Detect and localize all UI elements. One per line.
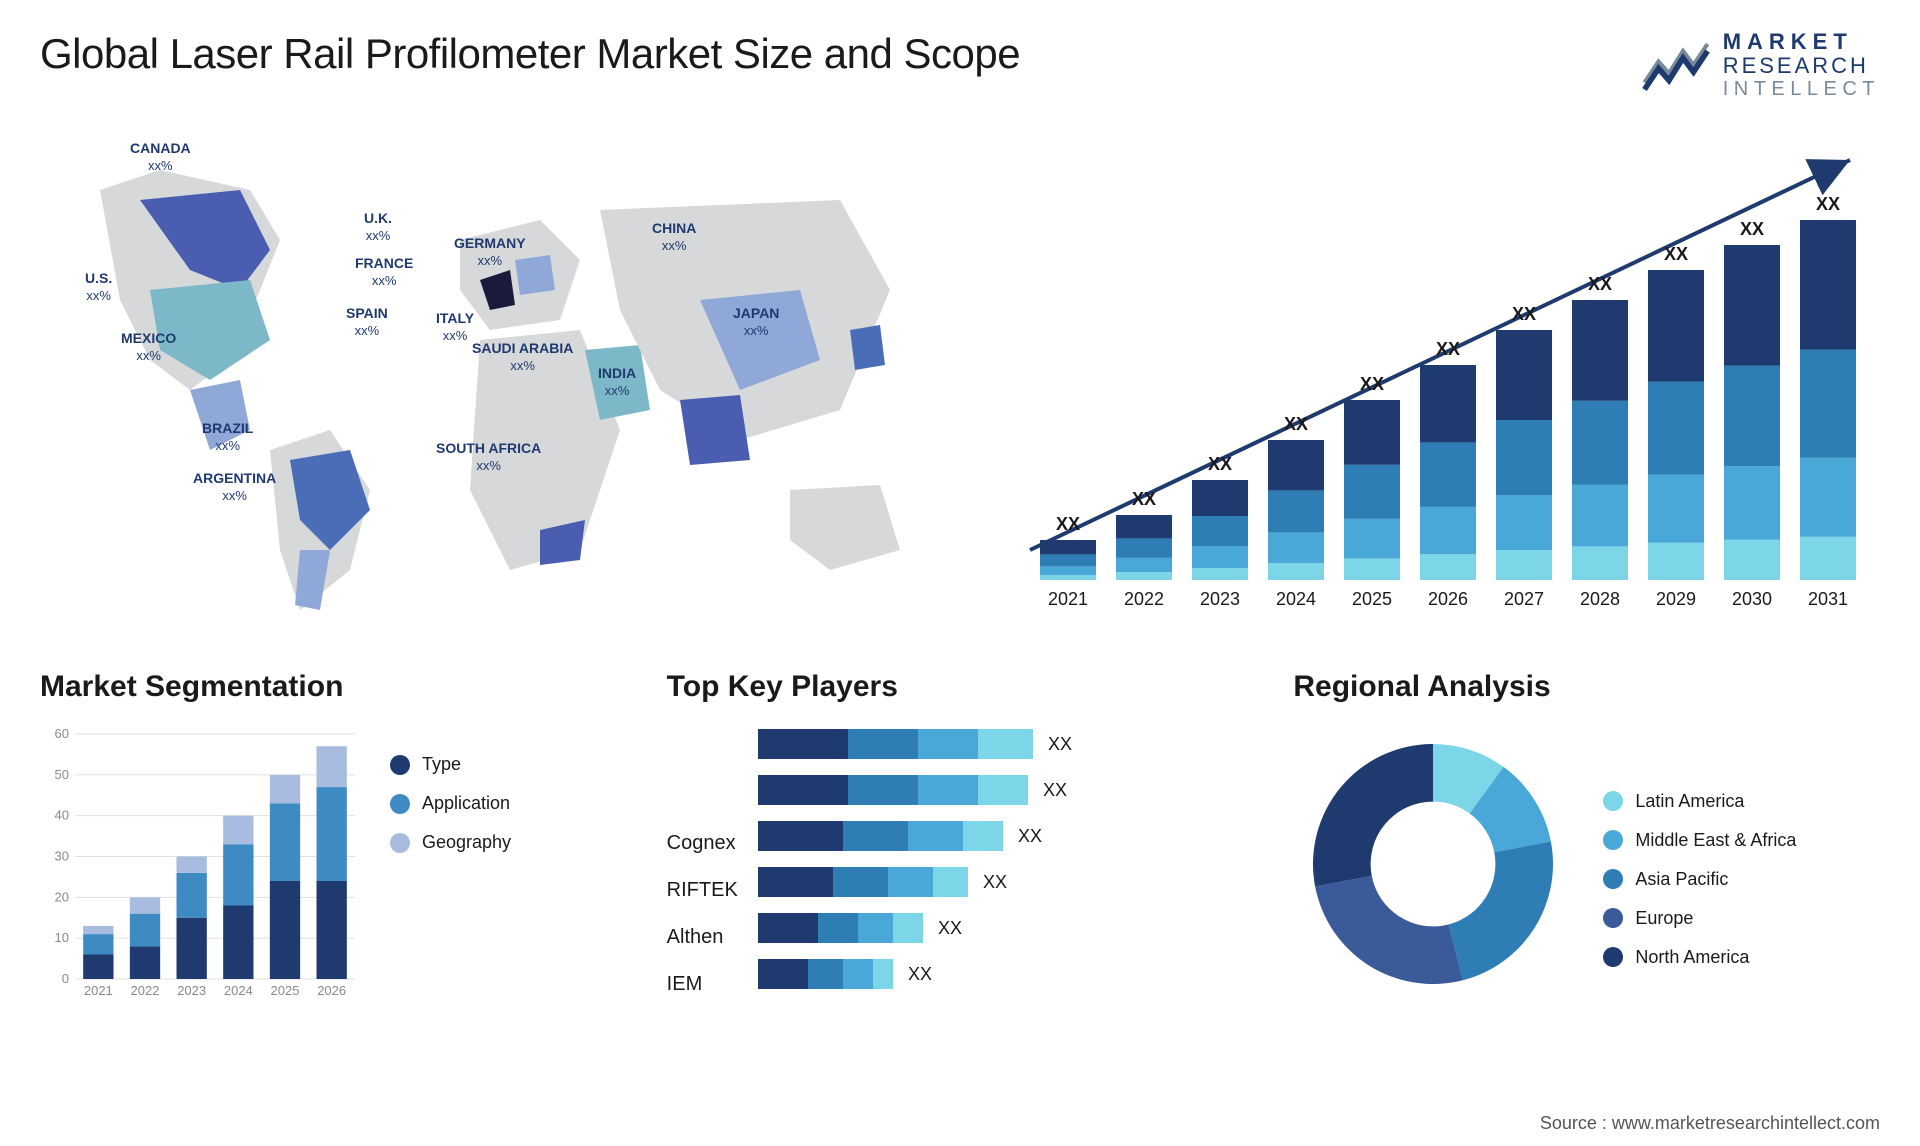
players-panel: Top Key Players Cognex RIFTEK Althen IEM XX… [667,670,1254,1004]
svg-text:2021: 2021 [84,983,113,998]
reg-legend-middle-east---africa: Middle East & Africa [1603,830,1796,851]
page-title: Global Laser Rail Profilometer Market Si… [40,30,1020,78]
svg-text:2027: 2027 [1504,589,1544,609]
logo-text: MARKET RESEARCH INTELLECT [1723,30,1880,100]
svg-text:XX: XX [1512,304,1536,324]
svg-text:2025: 2025 [1352,589,1392,609]
svg-text:2030: 2030 [1732,589,1772,609]
svg-text:2024: 2024 [224,983,253,998]
players-labels: Cognex RIFTEK Althen IEM [667,832,738,1004]
svg-text:XX: XX [1056,514,1080,534]
svg-text:2021: 2021 [1048,589,1088,609]
player-label-riftek: RIFTEK [667,879,738,902]
svg-text:20: 20 [55,890,69,905]
svg-text:50: 50 [55,767,69,782]
brand-logo: MARKET RESEARCH INTELLECT [1641,30,1880,100]
reg-legend-latin-america: Latin America [1603,791,1796,812]
top-row: CANADAxx% U.S.xx% MEXICOxx% BRAZILxx% ARGENT… [40,130,1880,630]
player-label-althen: Althen [667,926,738,949]
svg-text:2028: 2028 [1580,589,1620,609]
svg-text:XX: XX [1018,826,1042,846]
svg-text:XX: XX [908,964,932,984]
svg-text:XX: XX [938,918,962,938]
svg-text:XX: XX [1436,339,1460,359]
map-label-saudiarabia: SAUDI ARABIAxx% [472,340,573,374]
players-title: Top Key Players [667,670,1254,704]
svg-text:XX: XX [1740,219,1764,239]
svg-text:60: 60 [55,726,69,741]
map-label-southafrica: SOUTH AFRICAxx% [436,440,541,474]
source-attribution: Source : www.marketresearchintellect.com [1540,1113,1880,1134]
svg-text:XX: XX [1816,194,1840,214]
svg-text:2024: 2024 [1276,589,1316,609]
world-map [40,130,940,630]
world-map-panel: CANADAxx% U.S.xx% MEXICOxx% BRAZILxx% ARGENT… [40,130,940,630]
svg-text:2023: 2023 [1200,589,1240,609]
svg-text:2026: 2026 [1428,589,1468,609]
map-label-uk: U.K.xx% [364,210,392,244]
players-hbar-chart: XX XX XX XX XX XX [758,724,1138,1004]
regional-title: Regional Analysis [1293,670,1880,704]
map-label-mexico: MEXICOxx% [121,330,176,364]
seg-legend-type: Type [390,754,511,775]
segmentation-bar-chart: 0 10 20 30 40 50 60 2021 2022 2023 2024 2025 2026 [40,724,360,1004]
logo-line1: MARKET [1723,30,1880,54]
svg-text:XX: XX [983,872,1007,892]
svg-text:2029: 2029 [1656,589,1696,609]
segmentation-panel: Market Segmentation 0 10 20 30 40 50 60 2021 202… [40,670,627,1004]
logo-line2: RESEARCH [1723,54,1880,78]
svg-text:XX: XX [1048,734,1072,754]
svg-text:2022: 2022 [131,983,160,998]
map-label-canada: CANADAxx% [130,140,191,174]
segmentation-legend: Type Application Geography [390,724,511,1004]
svg-text:2025: 2025 [271,983,300,998]
logo-icon [1641,30,1711,100]
player-label-iem: IEM [667,973,738,996]
player-label-cognex: Cognex [667,832,738,855]
map-label-us: U.S.xx% [85,270,112,304]
segmentation-title: Market Segmentation [40,670,627,704]
svg-text:XX: XX [1284,414,1308,434]
map-label-china: CHINAxx% [652,220,696,254]
bottom-row: Market Segmentation 0 10 20 30 40 50 60 2021 202… [40,670,1880,1004]
map-label-india: INDIAxx% [598,365,636,399]
svg-text:XX: XX [1043,780,1067,800]
header: Global Laser Rail Profilometer Market Si… [40,30,1880,100]
reg-legend-europe: Europe [1603,908,1796,929]
regional-panel: Regional Analysis Latin America Middle Ea… [1293,670,1880,1004]
map-label-spain: SPAINxx% [346,305,388,339]
svg-text:2022: 2022 [1124,589,1164,609]
map-label-brazil: BRAZILxx% [202,420,253,454]
seg-legend-geography: Geography [390,832,511,853]
seg-legend-application: Application [390,793,511,814]
map-label-japan: JAPANxx% [733,305,779,339]
regional-donut-chart [1293,724,1573,1004]
logo-line3: INTELLECT [1723,78,1880,100]
map-label-italy: ITALYxx% [436,310,474,344]
svg-text:XX: XX [1664,244,1688,264]
svg-text:2023: 2023 [177,983,206,998]
svg-text:2031: 2031 [1808,589,1848,609]
svg-text:40: 40 [55,808,69,823]
svg-text:XX: XX [1588,274,1612,294]
map-label-france: FRANCExx% [355,255,413,289]
svg-text:30: 30 [55,849,69,864]
map-label-germany: GERMANYxx% [454,235,526,269]
svg-text:10: 10 [55,931,69,946]
svg-text:0: 0 [62,971,69,986]
svg-text:XX: XX [1208,454,1232,474]
regional-legend: Latin America Middle East & Africa Asia Pa… [1603,761,1796,968]
svg-text:2026: 2026 [317,983,346,998]
svg-text:XX: XX [1360,374,1384,394]
growth-chart-panel: XX 2021 XX 2022 XX 2023 XX 2024 XX 2025 XX 2026 XX 20… [980,130,1880,630]
growth-bar-chart: XX 2021 XX 2022 XX 2023 XX 2024 XX 2025 XX 2026 XX 20… [980,130,1880,630]
reg-legend-north-america: North America [1603,947,1796,968]
svg-text:XX: XX [1132,489,1156,509]
map-label-argentina: ARGENTINAxx% [193,470,276,504]
reg-legend-asia-pacific: Asia Pacific [1603,869,1796,890]
